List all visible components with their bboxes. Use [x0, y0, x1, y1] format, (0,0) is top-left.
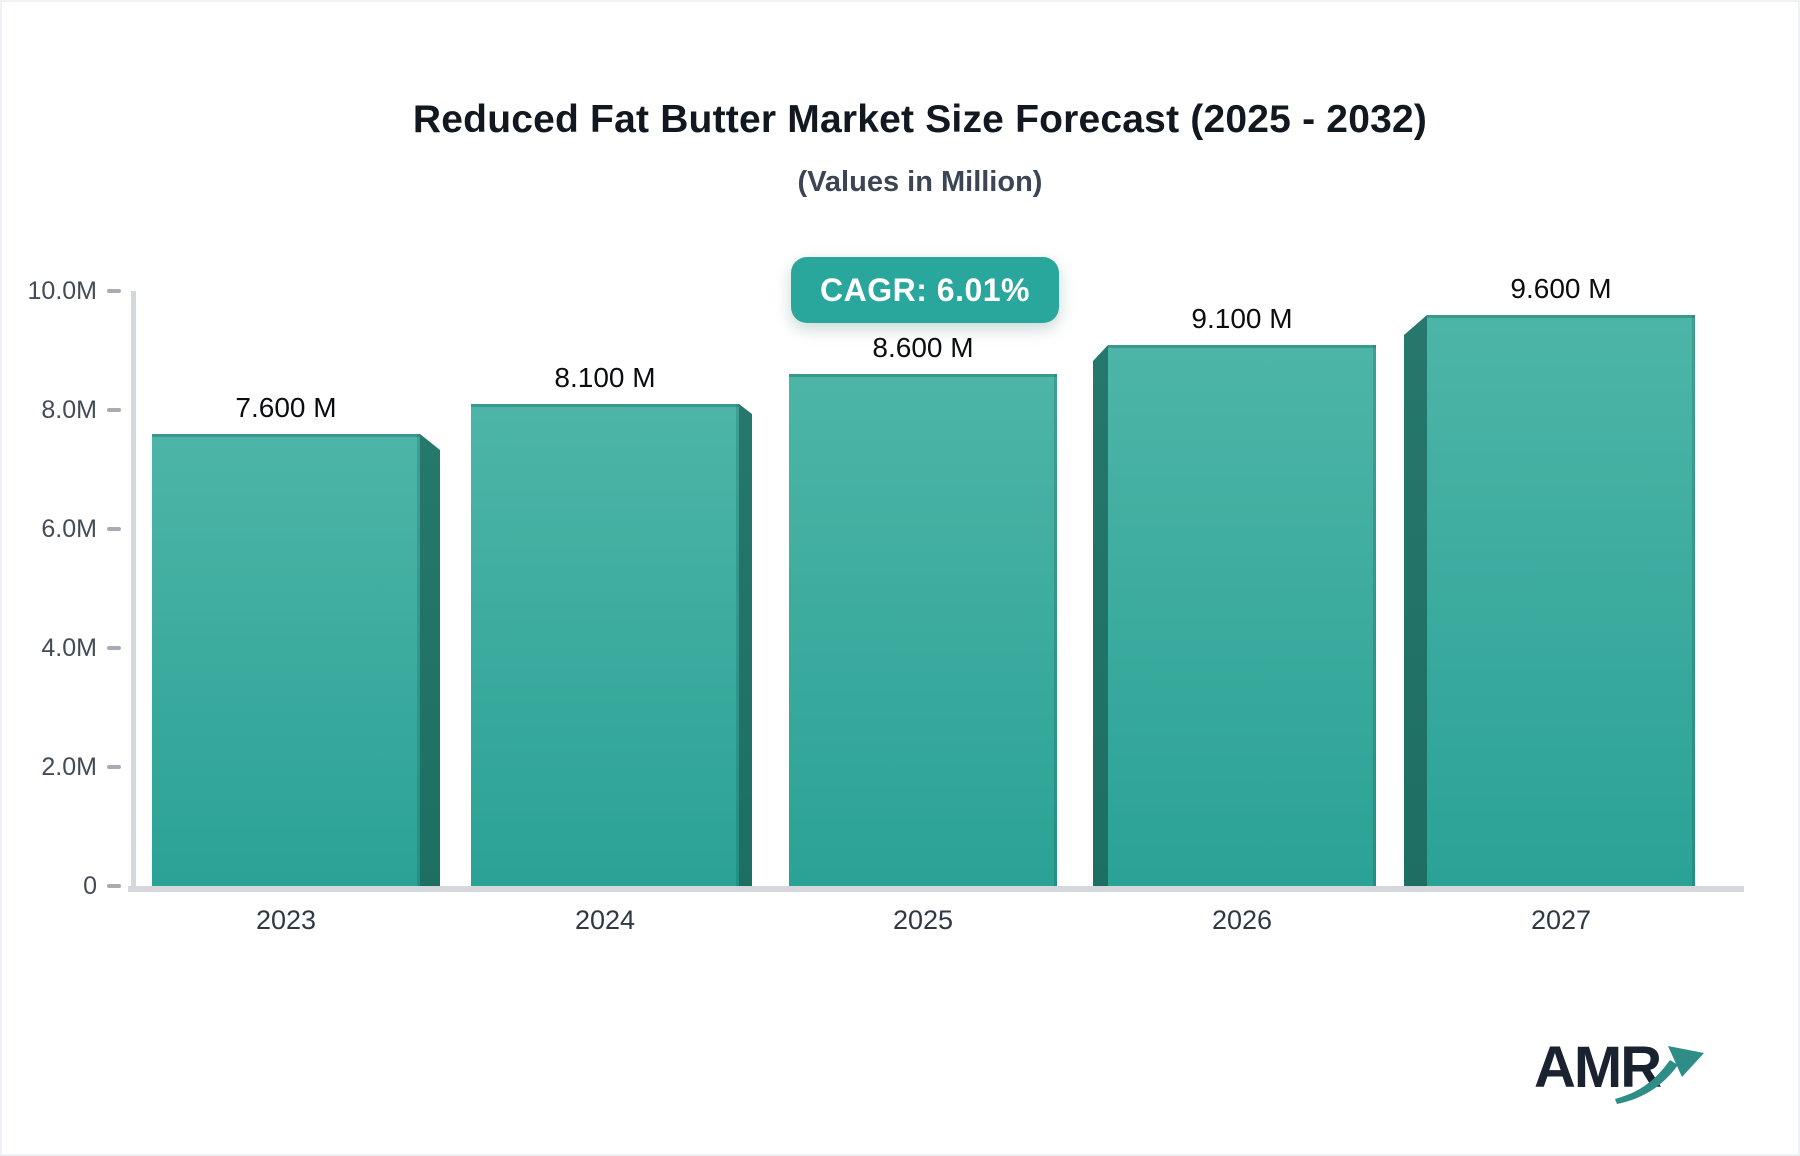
- cagr-badge: CAGR: 6.01%: [791, 257, 1059, 323]
- bar-side-face: [739, 404, 752, 886]
- bar-face-2024: [471, 404, 739, 886]
- bar-value-label: 8.100 M: [554, 362, 656, 393]
- y-tick-label: 2.0M: [41, 753, 97, 781]
- y-tick-mark: [107, 408, 121, 412]
- bar-value-label: 9.100 M: [1191, 303, 1293, 334]
- bar-face-2023: [152, 434, 420, 886]
- bar-value-label: 9.600 M: [1510, 273, 1612, 304]
- growth-arrow-icon: [1615, 1046, 1704, 1104]
- y-tick-label: 10.0M: [27, 277, 97, 305]
- bar-side-face: [420, 434, 440, 886]
- x-axis-baseline: [128, 886, 1744, 892]
- y-tick-mark: [107, 289, 121, 293]
- y-tick-label: 6.0M: [41, 515, 97, 543]
- chart-header: Reduced Fat Butter Market Size Forecast …: [42, 96, 1798, 200]
- y-tick-label: 0: [83, 872, 97, 900]
- x-axis-label-2025: 2025: [892, 905, 954, 935]
- bar-face-2026: [1108, 345, 1376, 886]
- bar-face-2025: [789, 374, 1057, 886]
- chart-title: Reduced Fat Butter Market Size Forecast …: [412, 98, 1428, 141]
- y-tick-mark: [107, 527, 121, 531]
- y-tick-mark: [107, 765, 121, 769]
- cagr-badge-label: CAGR: 6.01%: [820, 271, 1030, 308]
- x-axis-label-2027: 2027: [1530, 905, 1592, 935]
- bar-side-face: [1093, 345, 1108, 886]
- amr-logo-text: AMR: [1534, 1035, 1662, 1100]
- bar-face-2027: [1427, 315, 1695, 886]
- y-tick-label: 4.0M: [41, 634, 97, 662]
- y-axis-line: [131, 291, 136, 886]
- chart-subtitle: (Values in Million): [797, 166, 1043, 198]
- y-tick-mark: [107, 646, 121, 650]
- x-axis-label-2023: 2023: [255, 905, 317, 935]
- x-axis-label-2024: 2024: [574, 905, 636, 935]
- bar-value-label: 7.600 M: [235, 392, 337, 423]
- bar-side-face: [1404, 315, 1427, 886]
- y-tick-mark: [107, 884, 121, 888]
- x-axis-label-2026: 2026: [1211, 905, 1273, 935]
- amr-logo: AMR: [1534, 1038, 1724, 1128]
- bar-value-label: 8.600 M: [872, 332, 974, 363]
- y-tick-label: 8.0M: [41, 396, 97, 424]
